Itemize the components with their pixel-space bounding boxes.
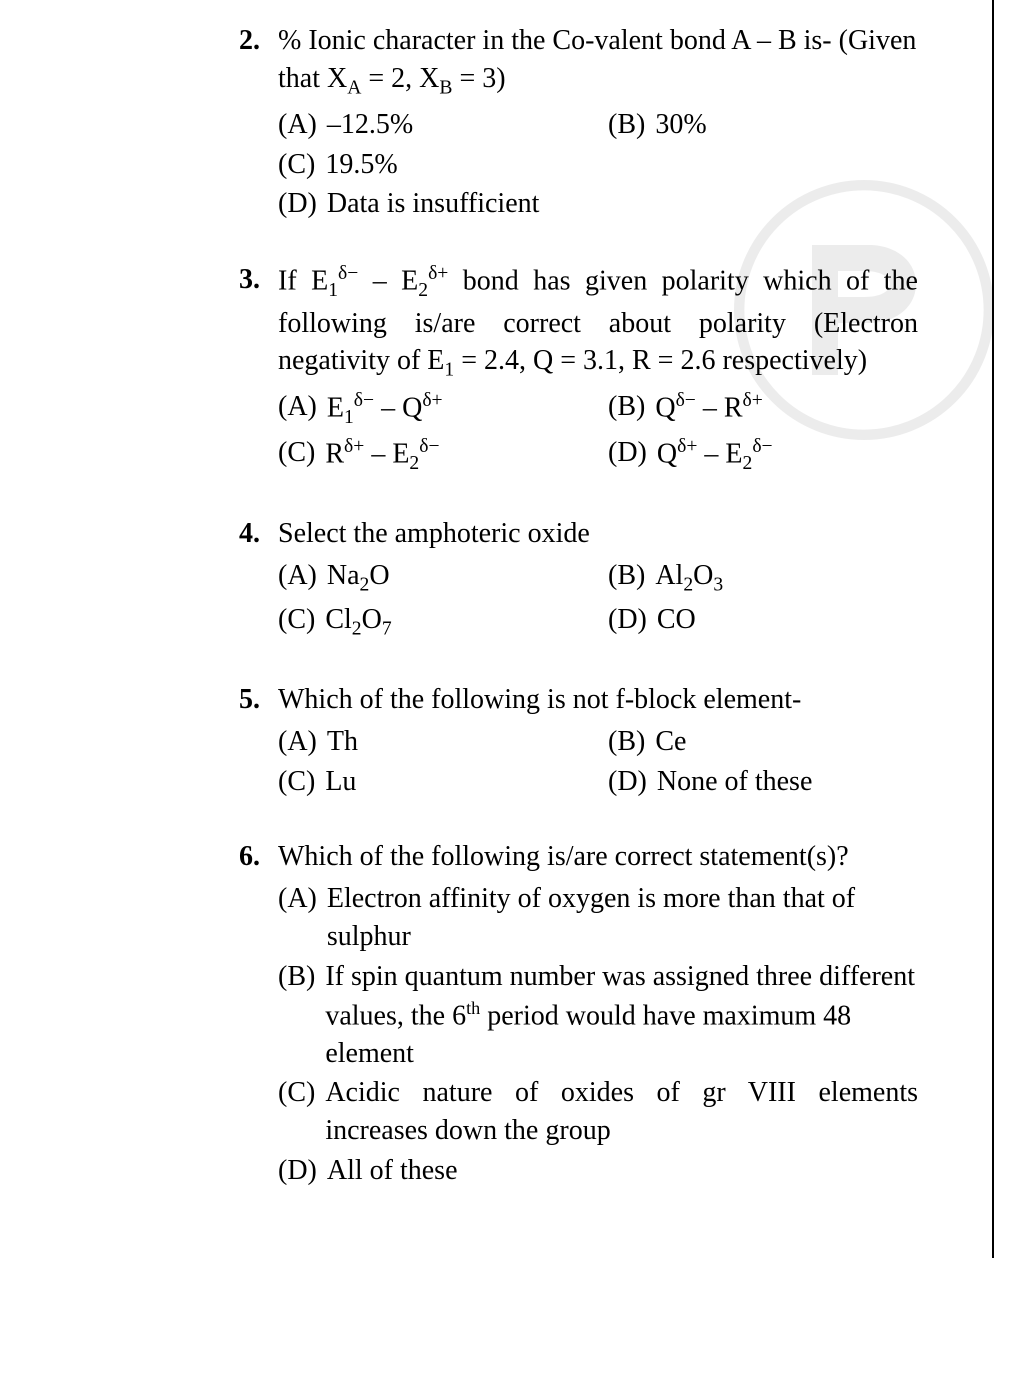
options-grid: (A)–12.5% (B)30% (C)19.5% (D)Data is ins… — [278, 106, 918, 223]
question-text: % Ionic character in the Co-valent bond … — [278, 22, 918, 102]
option-b: (B)If spin quantum number was assigned t… — [278, 958, 918, 1073]
option-c: (C)Acidic nature of oxides of gr VIII el… — [278, 1074, 918, 1150]
question-body: If E1δ− – E2δ+ bond has given polarity w… — [278, 261, 918, 477]
question-number: 4. — [210, 515, 278, 643]
question-number: 2. — [210, 22, 278, 223]
option-a: (A)E1δ− – Qδ+ — [278, 388, 588, 431]
option-d: (D)All of these — [278, 1152, 918, 1190]
options-grid: (A)Na2O (B)Al2O3 (C)Cl2O7 (D)CO — [278, 557, 918, 643]
option-d: (D)None of these — [608, 763, 918, 801]
option-d: (D)Data is insufficient — [278, 185, 918, 223]
option-b: (B)Qδ− – Rδ+ — [608, 388, 918, 431]
question-body: Which of the following is/are correct st… — [278, 838, 918, 1190]
question-body: Select the amphoteric oxide (A)Na2O (B)A… — [278, 515, 918, 643]
question-6: 6. Which of the following is/are correct… — [210, 838, 974, 1190]
question-2: 2. % Ionic character in the Co-valent bo… — [210, 22, 974, 223]
option-c: (C)Lu — [278, 763, 588, 801]
option-d: (D)CO — [608, 601, 918, 643]
question-text: Select the amphoteric oxide — [278, 515, 918, 553]
question-body: % Ionic character in the Co-valent bond … — [278, 22, 918, 223]
question-body: Which of the following is not f-block el… — [278, 681, 918, 800]
question-page: 2. % Ionic character in the Co-valent bo… — [0, 0, 1024, 1258]
question-text: If E1δ− – E2δ+ bond has given polarity w… — [278, 261, 918, 384]
question-4: 4. Select the amphoteric oxide (A)Na2O (… — [210, 515, 974, 643]
question-3: 3. If E1δ− – E2δ+ bond has given polarit… — [210, 261, 974, 477]
question-number: 5. — [210, 681, 278, 800]
option-c: (C)Cl2O7 — [278, 601, 588, 643]
question-number: 6. — [210, 838, 278, 1190]
question-text: Which of the following is not f-block el… — [278, 681, 918, 719]
option-d: (D)Qδ+ – E2δ− — [608, 434, 918, 477]
options-grid: (A)Th (B)Ce (C)Lu (D)None of these — [278, 723, 918, 801]
question-number: 3. — [210, 261, 278, 477]
option-a: (A)–12.5% — [278, 106, 588, 144]
question-5: 5. Which of the following is not f-block… — [210, 681, 974, 800]
option-b: (B)Ce — [608, 723, 918, 761]
option-b: (B)30% — [608, 106, 918, 144]
option-c: (C)19.5% — [278, 146, 588, 184]
question-text: Which of the following is/are correct st… — [278, 838, 918, 876]
options-grid: (A)E1δ− – Qδ+ (B)Qδ− – Rδ+ (C)Rδ+ – E2δ−… — [278, 388, 918, 477]
option-b: (B)Al2O3 — [608, 557, 918, 599]
option-c: (C)Rδ+ – E2δ− — [278, 434, 588, 477]
option-a: (A)Electron affinity of oxygen is more t… — [278, 880, 918, 956]
option-a: (A)Th — [278, 723, 588, 761]
options-list: (A)Electron affinity of oxygen is more t… — [278, 880, 918, 1190]
option-a: (A)Na2O — [278, 557, 588, 599]
